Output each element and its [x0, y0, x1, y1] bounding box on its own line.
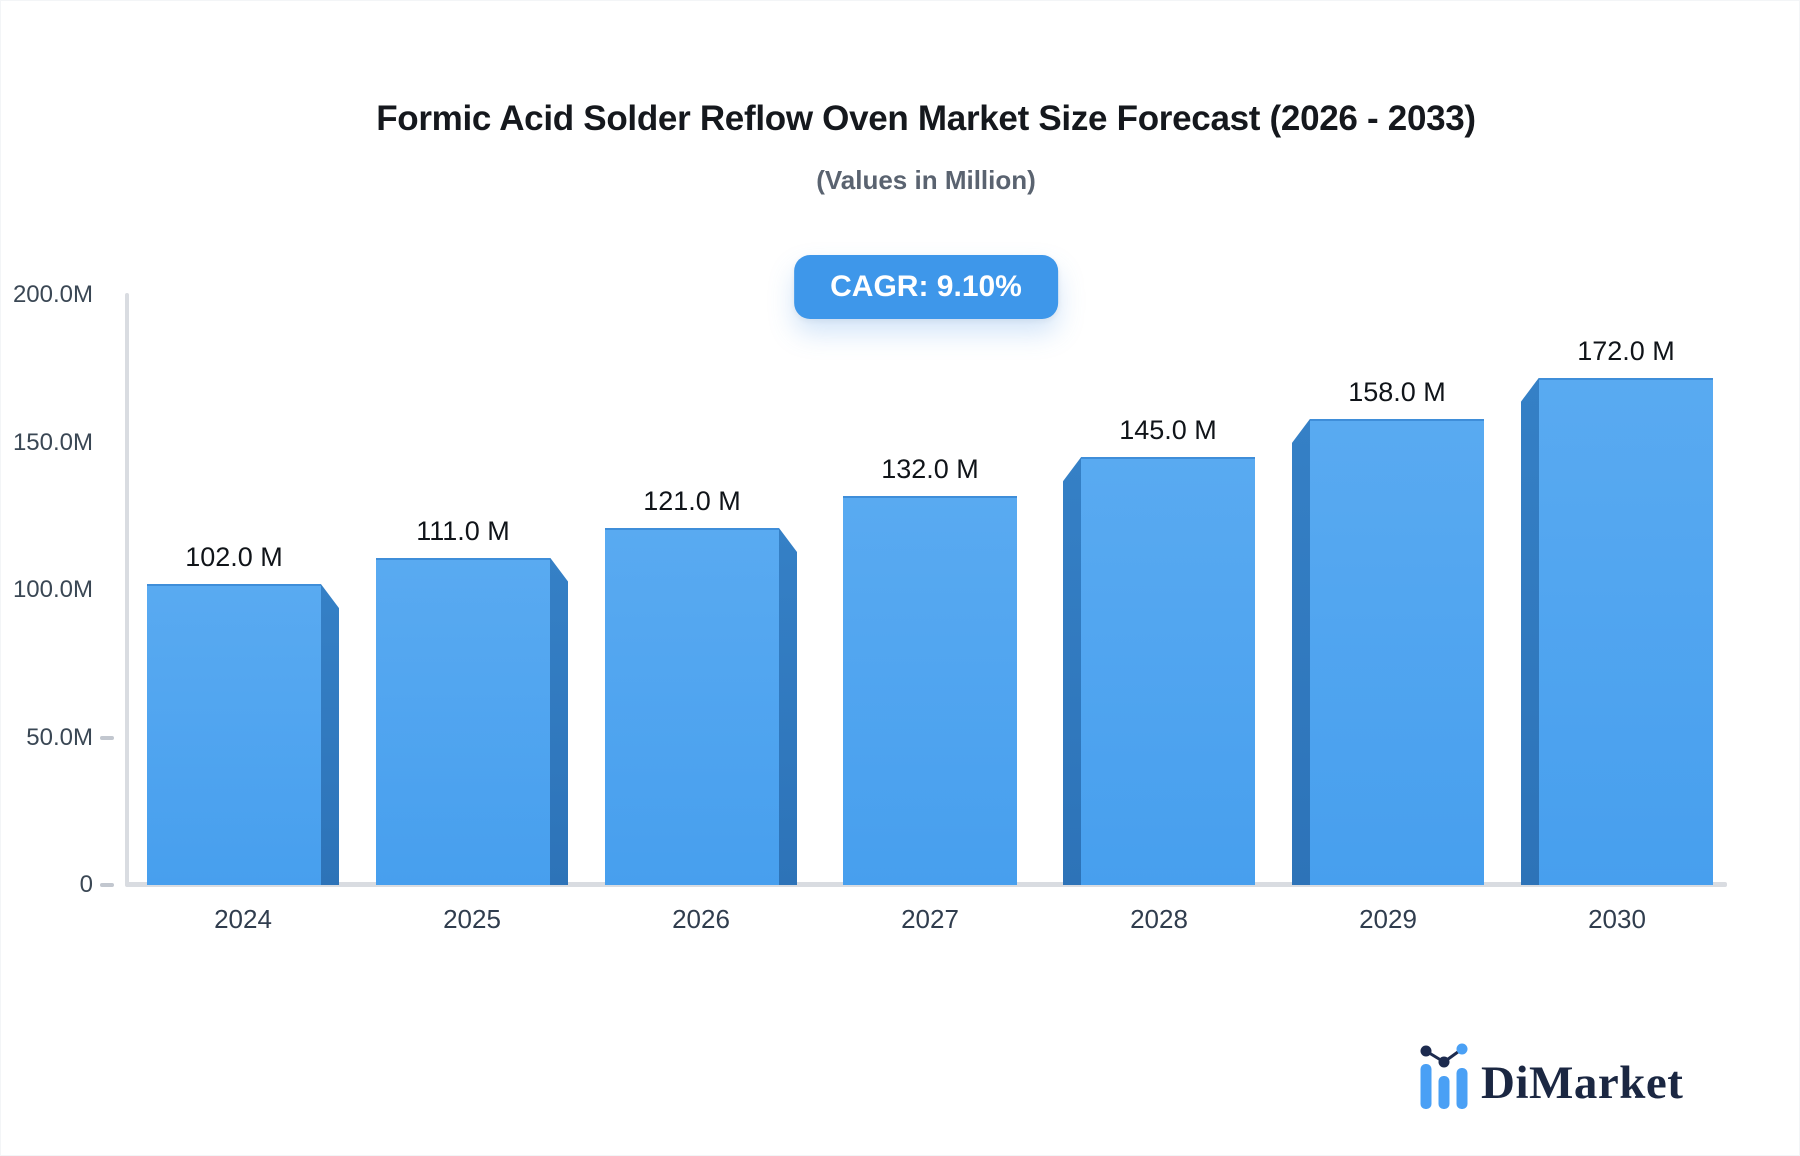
bar-value-label: 111.0 M: [416, 515, 510, 546]
x-axis-category-label: 2028: [1130, 904, 1188, 934]
bar: [147, 584, 321, 885]
y-axis-tick-label: 50.0M: [26, 723, 93, 751]
y-axis-tick-label: 200.0M: [12, 281, 93, 308]
bar-3d-side: [321, 584, 339, 885]
y-axis-tick-mark: [100, 735, 114, 740]
bar: [1310, 418, 1484, 885]
bar-value-label: 158.0 M: [1348, 376, 1446, 407]
bar-3d-side: [1292, 418, 1310, 885]
chart-subtitle: (Values in Million): [816, 165, 1036, 195]
bar-value-label: 172.0 M: [1577, 335, 1675, 366]
x-axis-category-label: 2026: [672, 904, 730, 934]
bar-3d-side: [1063, 457, 1081, 885]
bar: [1539, 377, 1713, 885]
bar: [376, 557, 550, 885]
chart-title: Formic Acid Solder Reflow Oven Market Si…: [376, 99, 1476, 138]
bar-3d-side: [779, 528, 797, 885]
x-axis-category-label: 2029: [1359, 904, 1417, 934]
bar: [605, 528, 779, 885]
y-axis-tick-label: 100.0M: [12, 576, 93, 603]
bar-3d-side: [1521, 377, 1539, 885]
bar: [1081, 457, 1255, 885]
bar: [843, 495, 1017, 885]
x-axis-category-label: 2030: [1588, 904, 1646, 934]
dimarket-logo: DiMarket: [1419, 1043, 1683, 1109]
bar-3d-side: [550, 557, 568, 885]
logo-text: DiMarket: [1481, 1057, 1684, 1109]
x-axis-category-label: 2027: [901, 904, 959, 934]
x-axis-category-label: 2025: [443, 904, 501, 934]
mini-bar-chart-icon: [1420, 1043, 1468, 1109]
y-axis-tick-label: 150.0M: [12, 428, 93, 456]
bar-value-label: 132.0 M: [881, 453, 979, 484]
x-axis-category-label: 2024: [214, 904, 272, 934]
y-axis-tick-mark: [100, 883, 114, 887]
bar-value-label: 121.0 M: [643, 486, 741, 517]
bar-value-label: 145.0 M: [1119, 415, 1217, 446]
y-axis-tick-label: 0: [79, 871, 93, 898]
bar-value-label: 102.0 M: [185, 542, 283, 573]
y-axis-line: [125, 293, 129, 885]
cagr-badge: CAGR: 9.10%: [794, 255, 1058, 319]
